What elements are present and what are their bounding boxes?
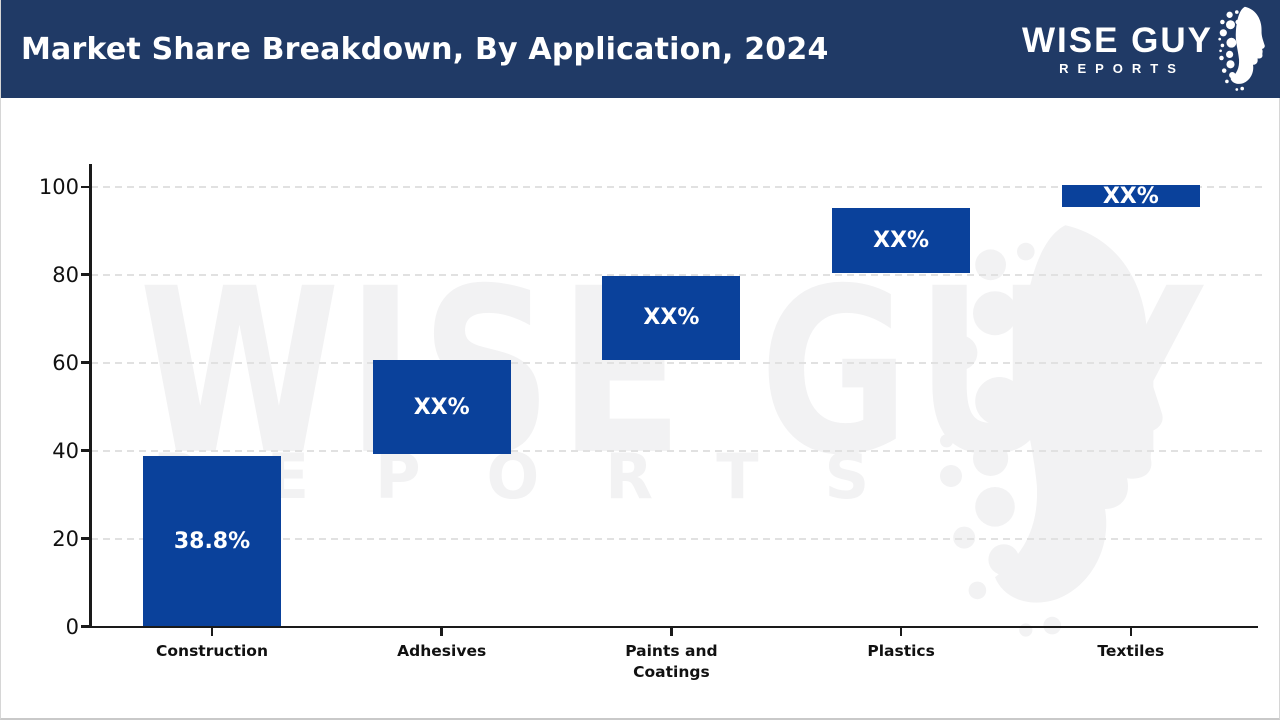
x-tick-2 [440,627,443,636]
x-category-label: Textiles [1097,642,1165,660]
bar-textiles[interactable] [1061,185,1200,208]
bar-plastics[interactable] [832,207,971,273]
bar-value-label: XX% [873,227,930,253]
dotted-head-icon [1217,4,1271,94]
y-tick-label-40: 40 [52,438,79,463]
x-tick-3 [670,627,673,636]
y-tick-label-0: 0 [65,614,79,639]
header-bar: Market Share Breakdown, By Application, … [1,0,1280,98]
bar-adhesives[interactable] [372,360,511,455]
gridline-y-60 [91,361,1263,364]
y-axis-line [89,164,92,628]
logo-head [1217,4,1271,94]
y-tick-label-80: 80 [52,262,79,287]
y-tick-0 [81,625,89,628]
wise-guy-logo: WISE GUY REPORTS [1022,4,1271,94]
gridline-y-100 [91,185,1263,188]
gridline-y-40 [91,449,1263,452]
x-category-label: Plastics [867,642,935,660]
bar-value-label: XX% [413,394,470,420]
x-tick-1 [210,627,214,636]
x-category-label: Adhesives [397,642,487,660]
bar-value-label: XX% [643,305,700,331]
page-title: Market Share Breakdown, By Application, … [21,31,829,67]
x-category-label: Paints and Coatings [625,642,718,681]
bar-value-label: 38.8% [173,528,251,554]
x-tick-5 [1129,627,1133,636]
watermark-head-logo [929,212,1193,656]
bar-value-label: XX% [1102,183,1159,209]
y-tick-label-60: 60 [52,350,79,375]
logo-reports-text: REPORTS [1059,61,1185,76]
gridline-y-80 [91,273,1263,276]
bar-paints-and-coatings[interactable] [602,275,741,360]
y-tick-label-20: 20 [52,526,79,551]
x-category-label: Construction [156,642,268,660]
x-axis-line [89,625,1258,628]
y-tick-40 [81,449,89,452]
gridline-y-20 [91,537,1263,540]
bar-construction[interactable] [143,455,281,627]
y-tick-60 [81,361,89,364]
logo-text: WISE GUY REPORTS [1022,23,1213,75]
y-tick-label-100: 100 [38,174,79,199]
y-tick-20 [81,537,89,540]
x-tick-4 [899,627,903,636]
logo-wise-guy-text: WISE GUY [1021,21,1213,60]
y-tick-80 [81,273,89,276]
y-tick-100 [81,185,89,189]
